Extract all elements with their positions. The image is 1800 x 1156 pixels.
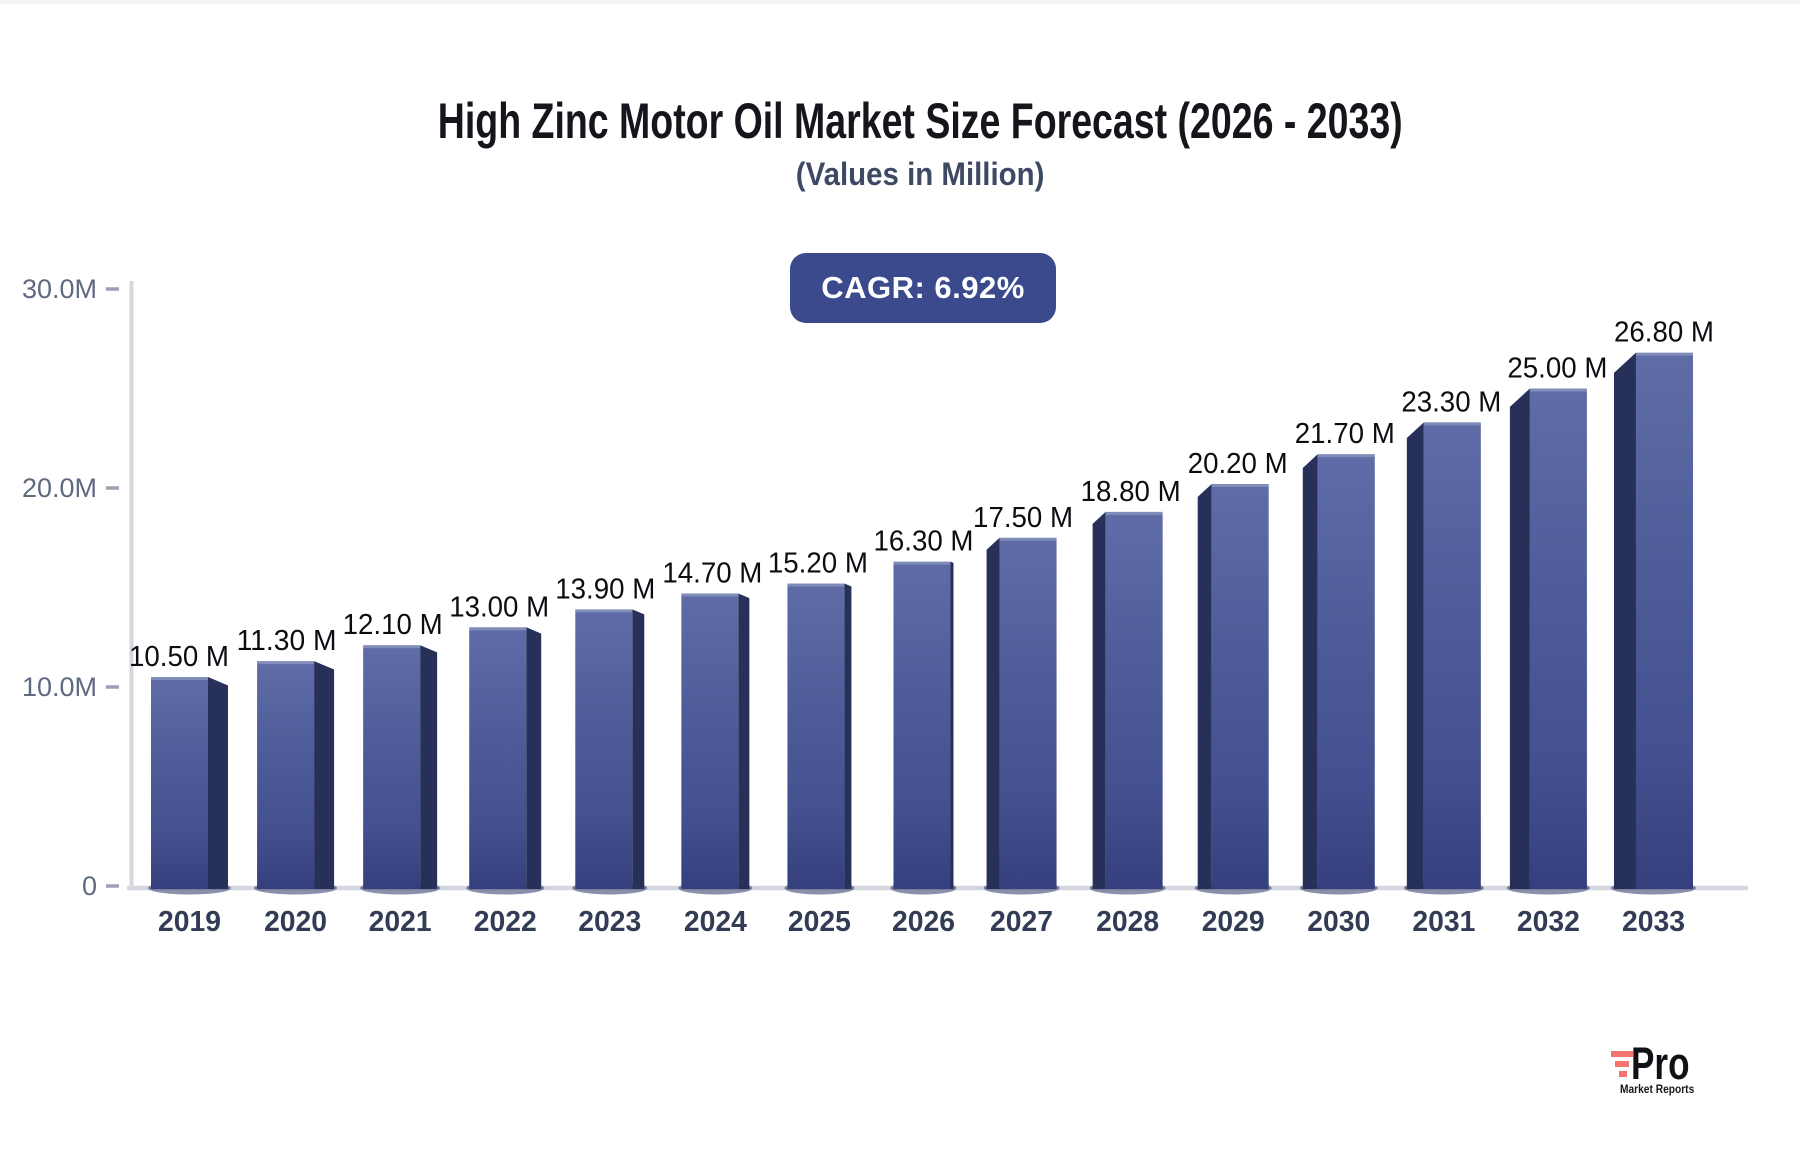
bar-value-label: 25.00 M [1507,353,1607,385]
bar-value-label: 14.70 M [662,557,762,589]
bar-top-highlight [681,593,739,597]
x-category-label: 2030 [1307,906,1370,938]
x-category-label: 2022 [474,906,537,938]
bar-front-face [151,677,208,889]
chart-subtitle-text: (Values in Million) [795,156,1045,192]
x-category-label: 2033 [1622,906,1685,938]
bar-front-face [681,593,739,889]
bar-side-face [738,593,750,889]
bar-side-face [632,609,645,889]
bar-side-face [1197,484,1212,889]
x-category-label: 2031 [1412,906,1475,938]
bar-side-face [1302,454,1318,889]
bar-front-face [469,627,527,889]
bar-side-face [844,583,852,889]
bar-side-face [1406,422,1424,889]
bar-side-face [526,627,542,889]
y-tick-label: 10.0M [22,672,97,702]
cagr-badge: CAGR: 6.92% [790,253,1056,323]
x-category-label: 2027 [990,906,1053,938]
x-category-label: 2021 [369,906,432,938]
bar-front-face [1317,454,1375,889]
chart-title: High Zinc Motor Oil Market Size Forecast… [40,92,1800,150]
bar-side-face [314,661,335,889]
bar-top-highlight [469,627,527,631]
bar-front-face [575,609,633,889]
y-tick-label: 20.0M [22,473,97,503]
bar-value-label: 10.50 M [129,641,229,673]
bar-top-highlight [1211,484,1269,488]
bar-value-label: 15.20 M [768,548,868,580]
cagr-badge-label: CAGR: 6.92% [821,270,1025,305]
bar-front-face [1635,352,1693,889]
logo-stripe-icon [1615,1061,1629,1067]
bar-side-face [420,645,438,889]
bar-side-face [1613,352,1636,889]
x-category-label: 2024 [684,906,747,938]
y-tick-label: 30.0M [22,274,97,304]
bar-side-face [986,537,1000,889]
bar-front-face [1105,511,1163,889]
y-tick-label: 0 [82,871,97,901]
bar-value-label: 18.80 M [1081,476,1181,508]
x-category-label: 2032 [1517,906,1580,938]
bar-front-face [1529,388,1587,889]
bar-top-highlight [363,645,421,649]
x-category-label: 2025 [788,906,851,938]
logo-stripe-icon [1619,1071,1627,1077]
bar-value-label: 11.30 M [237,625,337,657]
bar-front-face [1423,422,1481,889]
logo-stripe-icon [1611,1051,1633,1057]
x-category-label: 2019 [158,906,221,938]
bar-top-highlight [575,609,633,613]
bar-value-label: 13.90 M [555,573,655,605]
bar-value-label: 16.30 M [873,526,973,558]
bar-front-face [363,645,421,889]
brand-logo: Pro Market Reports [1605,1040,1715,1104]
x-category-label: 2020 [264,906,327,938]
bar-side-face [950,561,954,889]
bar-top-highlight [1635,352,1693,356]
bar-value-label: 13.00 M [449,591,549,623]
bar-front-face [1211,484,1269,889]
bar-top-highlight [1105,511,1163,515]
bar-value-label: 23.30 M [1401,386,1501,418]
bar-top-highlight [893,561,951,565]
bar-front-face [257,661,315,889]
logo-name: Pro [1631,1038,1690,1089]
bar-value-label: 17.50 M [973,502,1073,534]
bar-front-face [787,583,845,889]
bar-value-label: 20.20 M [1188,448,1288,480]
bar-value-label: 26.80 M [1614,317,1714,349]
bar-side-face [1509,388,1530,889]
bar-top-highlight [999,537,1057,541]
bar-value-label: 21.70 M [1295,418,1395,450]
bar-top-highlight [151,677,208,681]
bar-side-face [208,677,228,889]
x-category-label: 2023 [578,906,641,938]
x-category-label: 2026 [892,906,955,938]
bar-front-face [893,561,951,889]
bar-side-face [1092,511,1106,889]
logo-tagline: Market Reports [1620,1082,1695,1096]
x-category-label: 2029 [1202,906,1265,938]
chart-title-text: High Zinc Motor Oil Market Size Forecast… [437,93,1403,149]
x-category-label: 2028 [1096,906,1159,938]
bar-front-face [999,537,1057,889]
bar-top-highlight [1317,454,1375,458]
chart-subtitle: (Values in Million) [40,156,1800,193]
bar-top-highlight [787,583,845,587]
bar-top-highlight [257,661,315,665]
top-border [0,0,1800,4]
bar-value-label: 12.10 M [343,609,443,641]
bar-top-highlight [1423,422,1481,426]
bar-top-highlight [1529,388,1587,392]
